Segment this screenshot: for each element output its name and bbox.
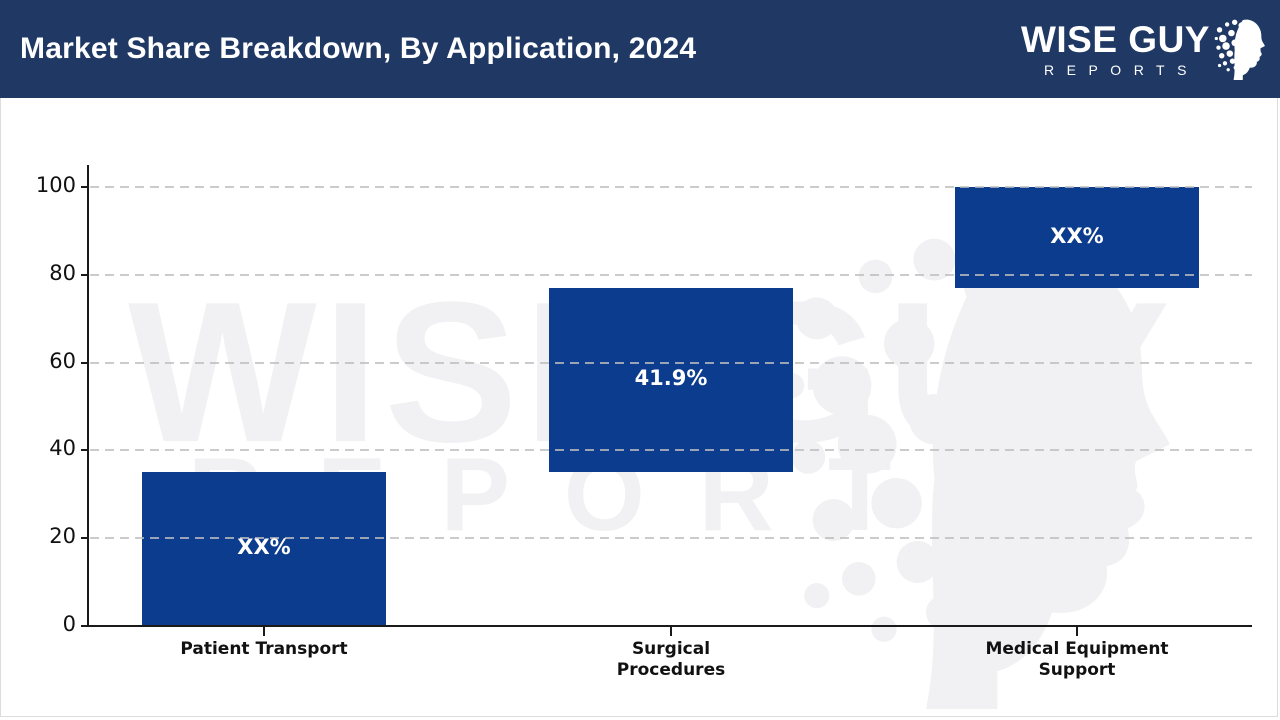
x-tick-mark-1 xyxy=(263,627,265,636)
y-tick-mark-100 xyxy=(81,186,88,188)
y-axis-line xyxy=(87,165,89,627)
y-tick-mark-20 xyxy=(81,537,88,540)
bar-value-label-2: 41.9% xyxy=(634,366,708,391)
category-label-1: Patient Transport xyxy=(180,639,348,659)
bar-1 xyxy=(142,472,386,626)
y-tick-mark-60 xyxy=(81,361,88,364)
logo-wordmark: WISE GUY REPORTS xyxy=(1020,18,1210,78)
y-tick-label-100: 100 xyxy=(35,173,76,197)
logo-subtitle: REPORTS xyxy=(1044,61,1199,78)
dotted-head-logo-icon xyxy=(1212,10,1266,88)
bar-value-label-1: XX% xyxy=(237,535,291,560)
y-tick-mark-0 xyxy=(81,625,88,627)
logo-name: WISE GUY xyxy=(1020,18,1210,60)
bar-2 xyxy=(549,288,793,473)
x-tick-mark-2 xyxy=(670,627,672,636)
header: Market Share Breakdown, By Application, … xyxy=(0,0,1280,98)
gridline-80 xyxy=(90,273,1252,276)
page-title: Market Share Breakdown, By Application, … xyxy=(20,32,697,65)
y-tick-mark-80 xyxy=(81,273,88,276)
bar-value-label-3: XX% xyxy=(1050,223,1104,248)
gridline-40 xyxy=(90,449,1252,452)
y-tick-label-40: 40 xyxy=(49,436,76,461)
x-axis-line xyxy=(83,625,1252,627)
gridline-20 xyxy=(90,537,1252,540)
y-tick-label-80: 80 xyxy=(49,260,76,285)
y-tick-label-20: 20 xyxy=(49,524,76,549)
y-tick-mark-40 xyxy=(81,449,88,452)
gridline-100 xyxy=(90,186,1252,188)
category-label-2: Surgical Procedures xyxy=(616,639,726,680)
category-label-3: Medical Equipment Support xyxy=(985,639,1169,680)
bar-3 xyxy=(955,187,1199,289)
gridline-60 xyxy=(90,361,1252,364)
y-tick-label-0: 0 xyxy=(62,612,76,636)
x-tick-mark-3 xyxy=(1076,627,1078,636)
brand-logo: WISE GUY REPORTS xyxy=(1021,8,1266,90)
y-tick-label-60: 60 xyxy=(49,348,76,373)
